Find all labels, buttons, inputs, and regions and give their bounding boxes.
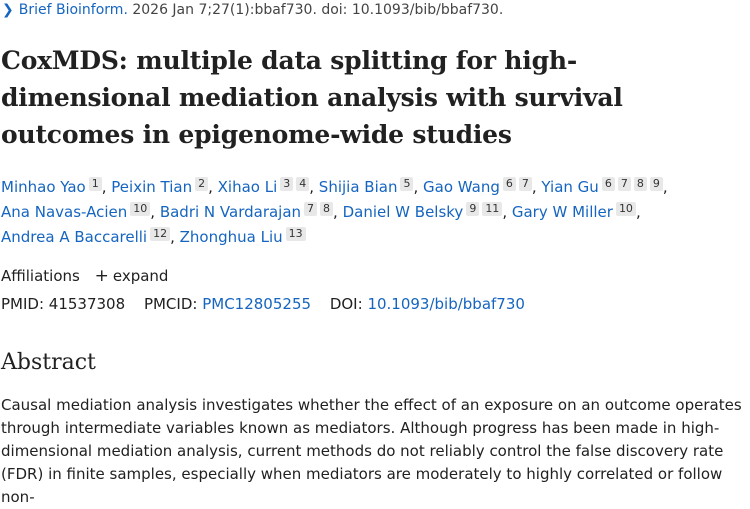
affiliation-number[interactable]: 2 [195,177,209,191]
author-name-link[interactable]: Ana Navas-Acien [1,203,128,221]
affiliation-number[interactable]: 10 [130,202,151,216]
author: Daniel W Belsky 9 11 [342,202,503,221]
affiliation-number[interactable]: 10 [615,202,636,216]
pmid-value: 41537308 [48,295,126,313]
affiliation-number[interactable]: 4 [296,177,310,191]
affiliation-number[interactable]: 7 [304,202,318,216]
doi-link[interactable]: 10.1093/bib/bbaf730 [367,295,525,313]
affiliation-number[interactable]: 9 [649,177,663,191]
doi: DOI: 10.1093/bib/bbaf730 [330,295,525,313]
author: Zhonghua Liu 13 [179,227,306,246]
abstract-heading: Abstract [1,350,96,375]
author-name-link[interactable]: Peixin Tian [111,178,193,196]
affiliation-number[interactable]: 7 [518,177,532,191]
author: Xihao Li 3 4 [217,177,310,196]
author-name-link[interactable]: Andrea A Baccarelli [1,228,148,246]
affiliation-number[interactable]: 12 [150,227,171,241]
affiliation-number[interactable]: 9 [466,202,480,216]
author-name-link[interactable]: Zhonghua Liu [179,228,283,246]
pmcid-label: PMCID: [143,295,198,313]
pmcid: PMCID: PMC12805255 [144,295,311,313]
author: Gao Wang 6 7 [423,177,532,196]
author-list: Minhao Yao 1, Peixin Tian 2, Xihao Li 3 4, S… [1,177,668,246]
author: Badri N Vardarajan 7 8 [159,202,334,221]
author-name-link[interactable]: Gao Wang [423,178,500,196]
journal-link[interactable]: Brief Bioinform. [18,2,128,18]
doi-label: DOI: [329,295,363,313]
affiliation-number[interactable]: 11 [482,202,503,216]
affiliation-number[interactable]: 5 [400,177,414,191]
pmcid-link[interactable]: PMC12805255 [202,295,312,313]
pmid-label: PMID: [1,295,45,313]
citation-details: 2026 Jan 7;27(1):bbaf730. doi: 10.1093/b… [127,2,504,18]
author: Shijia Bian 5 [318,177,414,196]
author: Peixin Tian 2 [111,177,209,196]
affiliation-number[interactable]: 8 [633,177,647,191]
affiliation-number[interactable]: 13 [285,227,306,241]
affiliation-number[interactable]: 6 [502,177,516,191]
author-name-link[interactable]: Yian Gu [541,178,599,196]
author: Yian Gu 6 7 8 9 [541,177,663,196]
affiliation-number[interactable]: 1 [88,177,102,191]
author-name-link[interactable]: Shijia Bian [318,178,398,196]
identifiers-row: PMID: 41537308 PMCID: PMC12805255 DOI: 1… [1,295,539,313]
pmid: PMID: 41537308 [1,295,125,313]
affiliation-number[interactable]: 8 [320,202,334,216]
author-name-link[interactable]: Daniel W Belsky [342,203,464,221]
affiliation-number[interactable]: 6 [601,177,615,191]
expand-label: expand [112,267,169,285]
author: Andrea A Baccarelli 12 [1,227,171,246]
affiliation-number[interactable]: 3 [280,177,294,191]
author-name-link[interactable]: Gary W Miller [511,203,613,221]
plus-icon: + [94,266,109,286]
author-name-link[interactable]: Minhao Yao [1,178,86,196]
author: Minhao Yao 1 [1,177,102,196]
affiliations-label: Affiliations [1,267,80,285]
affiliation-number[interactable]: 7 [617,177,631,191]
article-title: CoxMDS: multiple data splitting for high… [1,46,623,149]
author: Ana Navas-Acien 10 [1,202,151,221]
affiliations-row: Affiliations + expand [1,266,168,286]
chevron-right-icon[interactable]: ❯ [2,2,14,18]
abstract-text: Causal mediation analysis investigates w… [1,396,742,506]
citation-line: ❯ Brief Bioinform. 2026 Jan 7;27(1):bbaf7… [2,2,503,18]
expand-affiliations-button[interactable]: + expand [94,266,169,286]
author-name-link[interactable]: Badri N Vardarajan [159,203,302,221]
author-name-link[interactable]: Xihao Li [217,178,278,196]
author: Gary W Miller 10 [511,202,636,221]
